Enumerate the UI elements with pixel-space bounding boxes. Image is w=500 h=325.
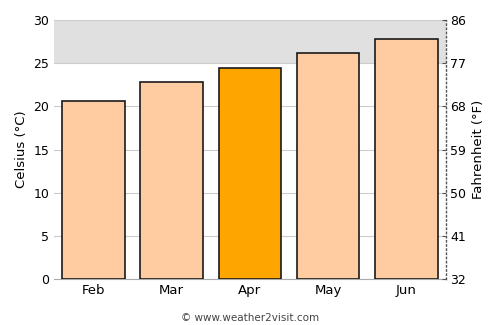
Bar	[54, 20, 446, 63]
Bar	[218, 68, 281, 279]
Y-axis label: Fahrenheit (°F): Fahrenheit (°F)	[472, 100, 485, 199]
Y-axis label: Celsius (°C): Celsius (°C)	[15, 111, 28, 188]
Bar	[140, 82, 203, 279]
Text: © www.weather2visit.com: © www.weather2visit.com	[181, 313, 319, 323]
Bar	[297, 53, 360, 279]
Bar	[62, 101, 124, 279]
Bar	[375, 39, 438, 279]
